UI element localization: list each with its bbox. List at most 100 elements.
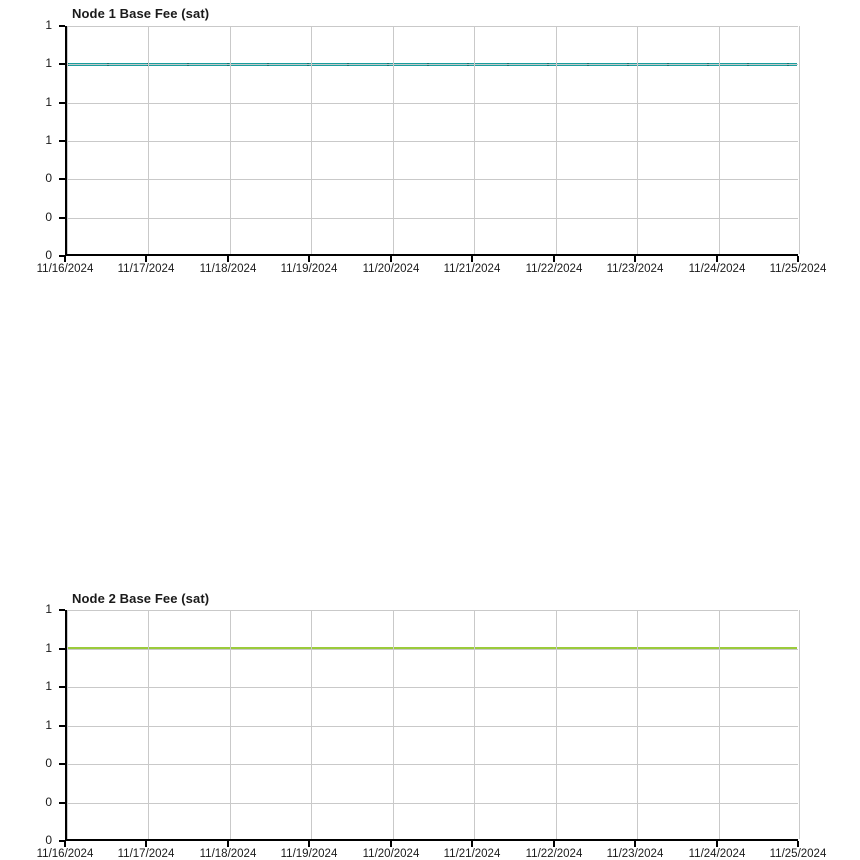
x-tick-mark (471, 841, 473, 847)
gridline-vertical (799, 26, 800, 254)
y-tick-label: 1 (45, 56, 52, 70)
x-tick-mark (64, 256, 66, 262)
gridline-vertical (637, 610, 638, 839)
gridline-vertical (637, 26, 638, 254)
gridline-vertical (556, 26, 557, 254)
x-tick-mark (634, 841, 636, 847)
gridline-horizontal (67, 141, 798, 142)
y-tick-mark (59, 63, 65, 65)
x-tick-mark (797, 256, 799, 262)
y-tick-label: 1 (45, 18, 52, 32)
y-tick-mark (59, 255, 65, 257)
gridline-vertical (719, 610, 720, 839)
x-tick-label: 11/16/2024 (36, 263, 94, 275)
x-tick-label: 11/20/2024 (362, 848, 420, 860)
y-tick-mark (59, 609, 65, 611)
gridline-horizontal (67, 64, 798, 65)
y-tick-label: 1 (45, 718, 52, 732)
y-tick-label: 0 (45, 248, 52, 262)
x-tick-label: 11/25/2024 (769, 263, 827, 275)
y-tick-label: 1 (45, 602, 52, 616)
y-tick-label: 1 (45, 133, 52, 147)
gridline-vertical (474, 26, 475, 254)
gridline-horizontal (67, 26, 798, 27)
y-tick-label: 1 (45, 641, 52, 655)
x-tick-label: 11/22/2024 (525, 848, 583, 860)
x-tick-mark (716, 841, 718, 847)
chart-title-node-1: Node 1 Base Fee (sat) (72, 6, 210, 21)
x-tick-label: 11/20/2024 (362, 263, 420, 275)
x-tick-label: 11/25/2024 (769, 848, 827, 860)
x-tick-mark (308, 841, 310, 847)
gridline-horizontal (67, 687, 798, 688)
y-tick-mark (59, 802, 65, 804)
gridline-vertical (230, 26, 231, 254)
plot-area-node-1 (65, 26, 800, 256)
gridline-horizontal (67, 649, 798, 650)
gridline-horizontal (67, 218, 798, 219)
y-tick-label: 0 (45, 210, 52, 224)
gridline-vertical (148, 26, 149, 254)
x-tick-mark (553, 841, 555, 847)
y-tick-label: 0 (45, 756, 52, 770)
x-tick-mark (64, 841, 66, 847)
y-tick-mark (59, 102, 65, 104)
x-tick-mark (390, 841, 392, 847)
x-tick-label: 11/21/2024 (443, 848, 501, 860)
gridline-horizontal (67, 764, 798, 765)
chart-node-2-base-fee: Node 2 Base Fee (sat) 1 1 1 1 0 0 0 11/16/2024 1… (0, 293, 860, 860)
x-tick-label: 11/18/2024 (199, 263, 257, 275)
gridline-vertical (719, 26, 720, 254)
x-tick-mark (308, 256, 310, 262)
y-tick-mark (59, 648, 65, 650)
x-tick-label: 11/18/2024 (199, 848, 257, 860)
gridline-vertical (393, 26, 394, 254)
x-tick-label: 11/23/2024 (606, 263, 664, 275)
x-tick-label: 11/21/2024 (443, 263, 501, 275)
gridline-vertical (67, 26, 68, 254)
gridline-vertical (474, 610, 475, 839)
x-tick-label: 11/16/2024 (36, 848, 94, 860)
x-tick-mark (471, 256, 473, 262)
x-tick-label: 11/22/2024 (525, 263, 583, 275)
y-tick-mark (59, 217, 65, 219)
gridline-vertical (311, 610, 312, 839)
y-tick-label: 1 (45, 679, 52, 693)
gridline-vertical (556, 610, 557, 839)
gridline-vertical (148, 610, 149, 839)
x-tick-label: 11/17/2024 (117, 848, 175, 860)
chart-node-1-base-fee: Node 1 Base Fee (sat) 1 1 1 1 0 0 0 11/16/2024 1… (0, 0, 860, 295)
x-tick-mark (145, 841, 147, 847)
x-tick-label: 11/24/2024 (688, 263, 746, 275)
y-tick-label: 0 (45, 795, 52, 809)
gridline-vertical (67, 610, 68, 839)
x-tick-mark (145, 256, 147, 262)
x-tick-label: 11/24/2024 (688, 848, 746, 860)
x-tick-mark (227, 256, 229, 262)
gridline-vertical (393, 610, 394, 839)
x-tick-label: 11/19/2024 (280, 848, 338, 860)
y-tick-label: 0 (45, 171, 52, 185)
x-tick-mark (227, 841, 229, 847)
x-tick-label: 11/17/2024 (117, 263, 175, 275)
x-tick-mark (716, 256, 718, 262)
gridline-vertical (311, 26, 312, 254)
y-tick-mark (59, 140, 65, 142)
y-tick-mark (59, 725, 65, 727)
x-tick-mark (553, 256, 555, 262)
gridline-vertical (799, 610, 800, 839)
y-tick-mark (59, 25, 65, 27)
gridline-vertical (230, 610, 231, 839)
gridline-horizontal (67, 179, 798, 180)
gridline-horizontal (67, 803, 798, 804)
x-tick-mark (390, 256, 392, 262)
y-tick-label: 1 (45, 95, 52, 109)
x-tick-label: 11/19/2024 (280, 263, 338, 275)
gridline-horizontal (67, 726, 798, 727)
gridline-horizontal (67, 103, 798, 104)
gridline-horizontal (67, 610, 798, 611)
x-tick-mark (634, 256, 636, 262)
y-tick-label: 0 (45, 833, 52, 847)
plot-area-node-2 (65, 610, 800, 841)
y-tick-mark (59, 686, 65, 688)
